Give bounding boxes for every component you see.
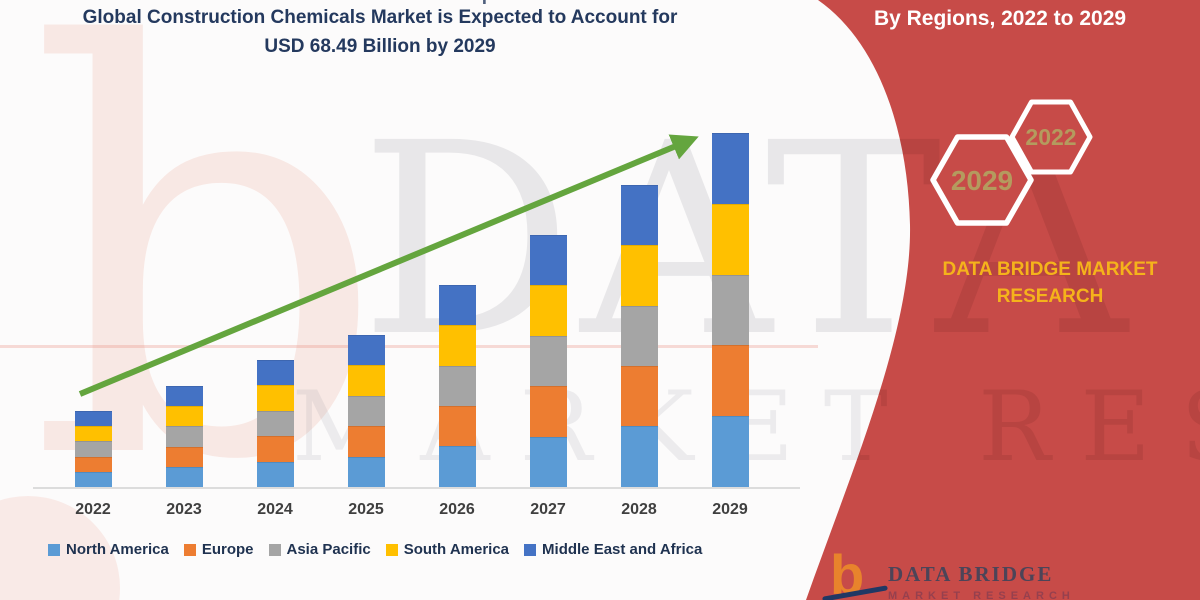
legend-swatch-middle-east-and-africa [524, 543, 537, 556]
legend-item-middle-east-and-africa: Middle East and Africa [524, 541, 702, 558]
legend-item-europe: Europe [183, 541, 254, 558]
legend-label: Asia Pacific [286, 541, 371, 558]
legend-swatch-asia-pacific [268, 543, 281, 556]
x-axis-line [33, 487, 800, 489]
data-bridge-logo: b DATA BRIDGE MARKET RESEARCH [822, 547, 1075, 600]
red-side-panel [806, 0, 1200, 600]
chart-legend: North America Europe Asia Pacific South Ame… [48, 541, 702, 558]
legend-item-north-america: North America [48, 541, 169, 558]
logo-text: DATA BRIDGE MARKET RESEARCH [888, 553, 1075, 600]
legend-label: Middle East and Africa [542, 541, 703, 558]
chart-title-line2: USD 68.49 Billion by 2029 [264, 36, 496, 57]
watermark-b-icon: b [28, 0, 386, 583]
hexagon-2029 [930, 134, 1034, 226]
legend-label: South America [403, 541, 510, 558]
chart-title: Global Construction Chemicals Market is … [40, 3, 720, 61]
legend-swatch-south-america [385, 543, 398, 556]
chart-title-line1: Global Construction Chemicals Market is … [82, 7, 678, 28]
cropped-top-text: Global Construction Chemicals Market is … [40, 0, 720, 6]
legend-swatch-europe [183, 543, 196, 556]
legend-swatch-north-america [48, 543, 60, 556]
brand-line1: DATA BRIDGE MARKET [942, 259, 1158, 280]
logo-name: DATA BRIDGE [888, 562, 1054, 586]
hexagon-2029-label: 2029 [951, 165, 1013, 196]
brand-line2: RESEARCH [996, 286, 1104, 307]
legend-item-south-america: South America [385, 541, 510, 558]
brand-text: DATA BRIDGE MARKET RESEARCH [928, 256, 1172, 310]
legend-label: Europe [201, 541, 254, 558]
hexagon-2022-label: 2022 [1025, 124, 1076, 150]
panel-subtitle: By Regions, 2022 to 2029 [873, 7, 1127, 30]
hexagon-2022 [1009, 99, 1093, 175]
legend-item-asia-pacific: Asia Pacific [268, 541, 371, 558]
legend-label: North America [66, 541, 169, 558]
logo-b-icon: b [822, 547, 888, 600]
logo-subtitle: MARKET RESEARCH [888, 590, 1075, 600]
